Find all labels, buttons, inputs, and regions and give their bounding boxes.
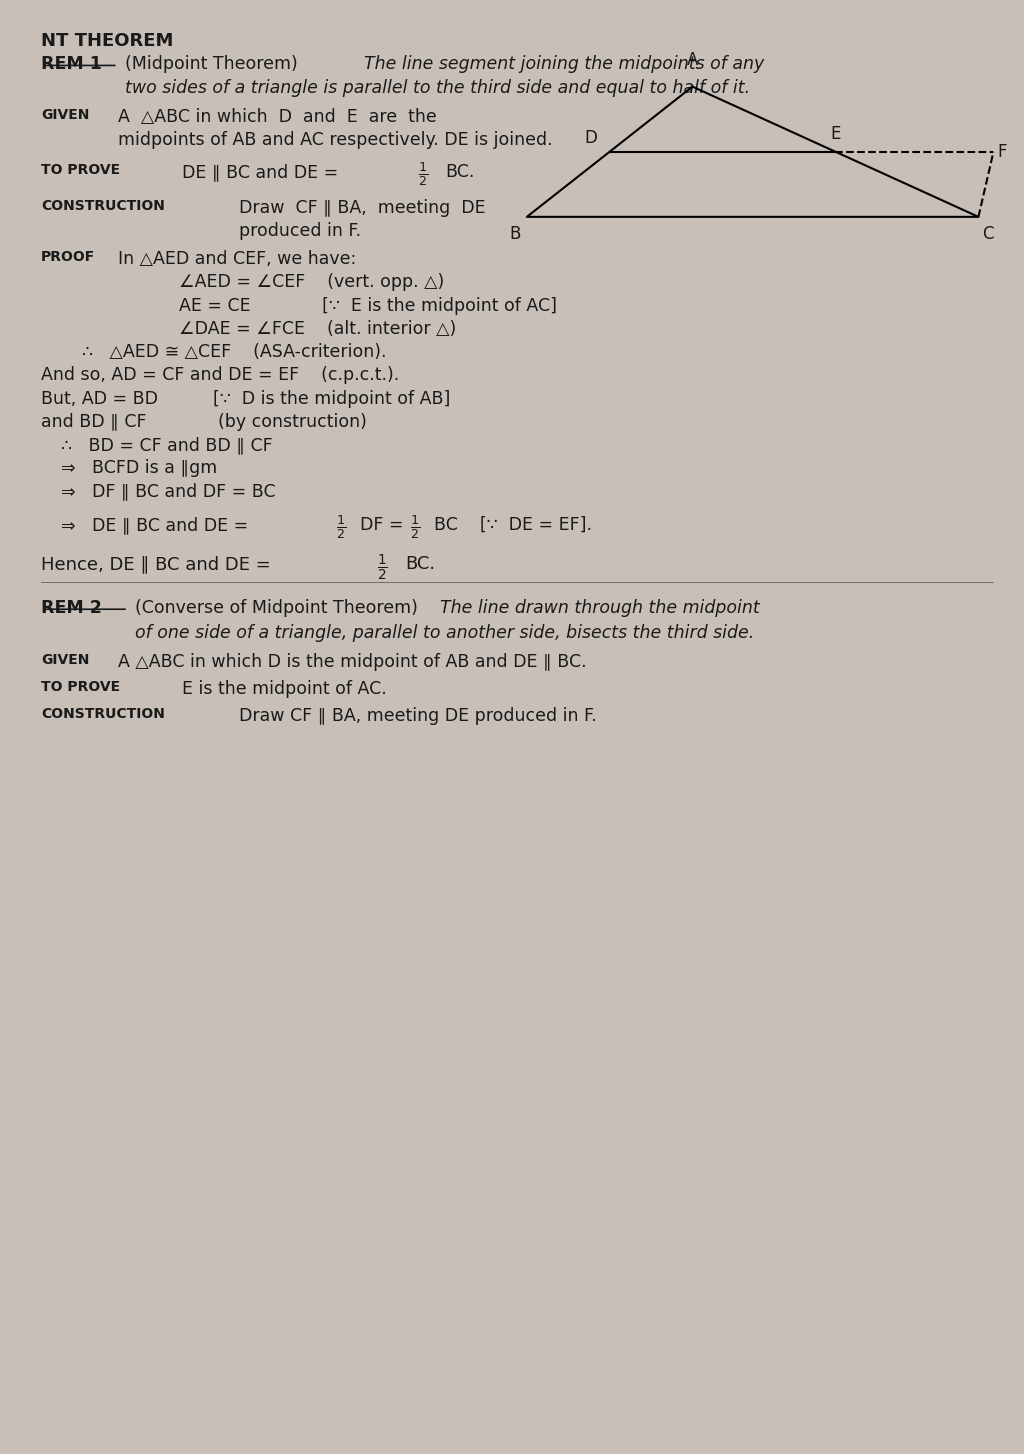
Text: REM 1: REM 1 (41, 55, 101, 73)
Text: E is the midpoint of AC.: E is the midpoint of AC. (182, 680, 387, 698)
Text: CONSTRUCTION: CONSTRUCTION (41, 199, 165, 214)
Text: of one side of a triangle, parallel to another side, bisects the third side.: of one side of a triangle, parallel to a… (135, 624, 755, 641)
Text: TO PROVE: TO PROVE (41, 680, 120, 695)
Text: DE ∥ BC and DE =: DE ∥ BC and DE = (182, 163, 344, 180)
Text: AE = CE             [∵  E is the midpoint of AC]: AE = CE [∵ E is the midpoint of AC] (179, 297, 557, 314)
Text: In △AED and CEF, we have:: In △AED and CEF, we have: (118, 250, 356, 268)
Text: TO PROVE: TO PROVE (41, 163, 120, 177)
Text: Draw  CF ∥ BA,  meeting  DE: Draw CF ∥ BA, meeting DE (239, 199, 485, 217)
Text: and BD ∥ CF             (by construction): and BD ∥ CF (by construction) (41, 413, 367, 430)
Text: $\frac{1}{2}$: $\frac{1}{2}$ (336, 513, 346, 541)
Text: PROOF: PROOF (41, 250, 95, 265)
Text: ∠DAE = ∠FCE    (alt. interior △): ∠DAE = ∠FCE (alt. interior △) (179, 320, 457, 337)
Text: BC    [∵  DE = EF].: BC [∵ DE = EF]. (434, 516, 592, 534)
Text: two sides of a triangle is parallel to the third side and equal to half of it.: two sides of a triangle is parallel to t… (125, 79, 750, 96)
Text: REM 2: REM 2 (41, 599, 101, 616)
Text: GIVEN: GIVEN (41, 108, 89, 122)
Text: produced in F.: produced in F. (239, 222, 360, 240)
Text: DF =: DF = (360, 516, 410, 534)
Text: B: B (509, 225, 520, 243)
Text: $\frac{1}{2}$: $\frac{1}{2}$ (418, 160, 428, 188)
Text: GIVEN: GIVEN (41, 653, 89, 667)
Text: The line segment joining the midpoints of any: The line segment joining the midpoints o… (364, 55, 764, 73)
Text: BC.: BC. (406, 555, 435, 573)
Text: NT THEOREM: NT THEOREM (41, 32, 173, 49)
Text: But, AD = BD          [∵  D is the midpoint of AB]: But, AD = BD [∵ D is the midpoint of AB] (41, 390, 451, 407)
Text: E: E (830, 125, 841, 142)
Text: D: D (585, 128, 597, 147)
Text: (Midpoint Theorem): (Midpoint Theorem) (125, 55, 308, 73)
Text: ∴   BD = CF and BD ∥ CF: ∴ BD = CF and BD ∥ CF (61, 436, 273, 454)
Text: $\frac{1}{2}$: $\frac{1}{2}$ (410, 513, 420, 541)
Text: midpoints of AB and AC respectively. DE is joined.: midpoints of AB and AC respectively. DE … (118, 131, 552, 148)
Text: ⇒   BCFD is a ∥gm: ⇒ BCFD is a ∥gm (61, 459, 218, 477)
Text: ⇒   DE ∥ BC and DE =: ⇒ DE ∥ BC and DE = (61, 516, 254, 534)
Text: $\frac{1}{2}$: $\frac{1}{2}$ (377, 553, 387, 583)
Text: A △ABC in which D is the midpoint of AB and DE ∥ BC.: A △ABC in which D is the midpoint of AB … (118, 653, 587, 670)
Text: Draw CF ∥ BA, meeting DE produced in F.: Draw CF ∥ BA, meeting DE produced in F. (239, 707, 596, 724)
Text: BC.: BC. (445, 163, 475, 180)
Text: CONSTRUCTION: CONSTRUCTION (41, 707, 165, 721)
Text: (Converse of Midpoint Theorem): (Converse of Midpoint Theorem) (135, 599, 429, 616)
Text: Hence, DE ∥ BC and DE =: Hence, DE ∥ BC and DE = (41, 555, 276, 573)
Text: ⇒   DF ∥ BC and DF = BC: ⇒ DF ∥ BC and DF = BC (61, 483, 276, 500)
Text: A: A (687, 51, 698, 70)
Text: F: F (997, 142, 1007, 161)
Text: The line drawn through the midpoint: The line drawn through the midpoint (440, 599, 760, 616)
Text: A  △ABC in which  D  and  E  are  the: A △ABC in which D and E are the (118, 108, 436, 125)
Text: And so, AD = CF and DE = EF    (c.p.c.t.).: And so, AD = CF and DE = EF (c.p.c.t.). (41, 366, 399, 384)
Text: C: C (982, 225, 993, 243)
Text: ∠AED = ∠CEF    (vert. opp. △): ∠AED = ∠CEF (vert. opp. △) (179, 273, 444, 291)
Text: ∴   △AED ≅ △CEF    (ASA-criterion).: ∴ △AED ≅ △CEF (ASA-criterion). (82, 343, 386, 361)
